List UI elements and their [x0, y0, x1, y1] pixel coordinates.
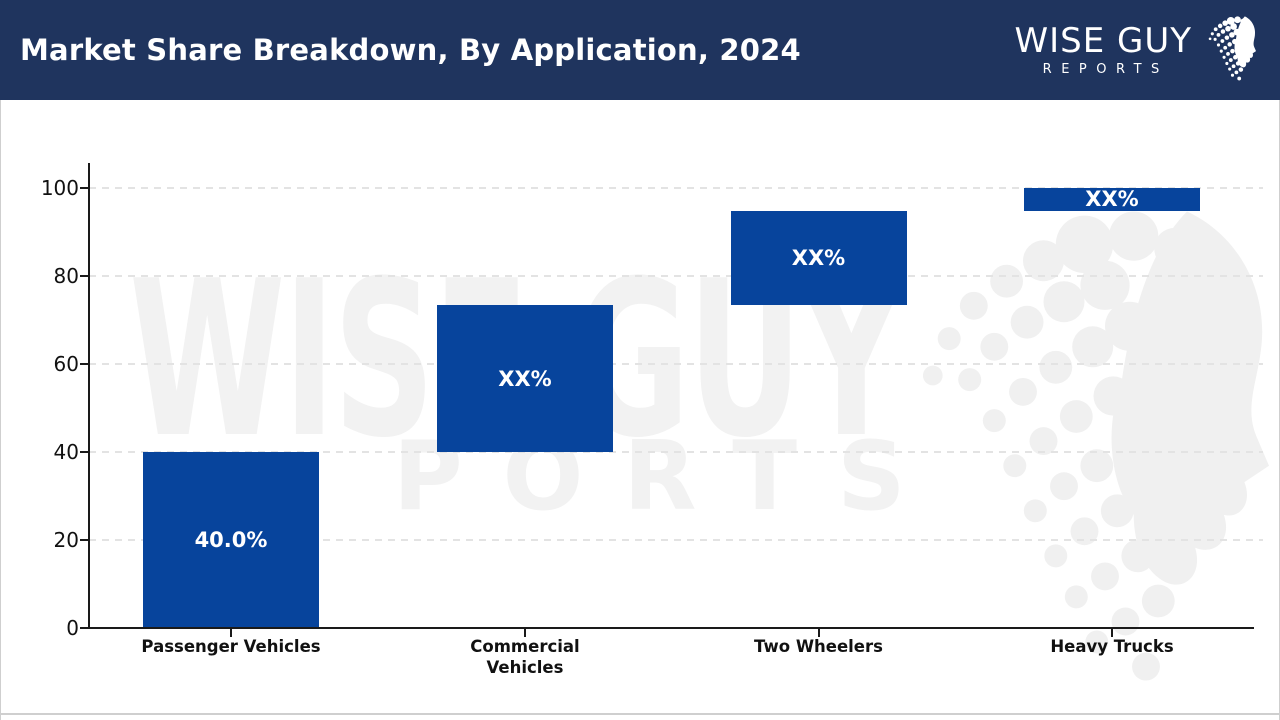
- bar-two-wheelers: XX%: [730, 210, 907, 306]
- y-tick-mark: [80, 187, 88, 189]
- y-tick-mark: [80, 627, 88, 629]
- x-tick-mark: [230, 629, 232, 637]
- gridline: [89, 187, 1263, 189]
- y-tick-label: 40: [53, 440, 79, 464]
- gridline: [89, 539, 1263, 541]
- x-axis-label-heavy-trucks: Heavy Trucks: [1050, 637, 1174, 656]
- header-bar: Market Share Breakdown, By Application, …: [0, 0, 1280, 100]
- brand-name: WISE GUY: [1014, 20, 1192, 61]
- x-tick-mark: [524, 629, 526, 637]
- y-axis-line: [88, 163, 90, 629]
- bar-commercial-vehicles: XX%: [437, 305, 613, 452]
- y-tick-label: 0: [66, 616, 79, 640]
- bar-value-label: XX%: [1085, 187, 1139, 212]
- bar-value-label: 40.0%: [194, 528, 268, 552]
- y-tick-label: 80: [53, 264, 79, 288]
- y-tick-mark: [80, 275, 88, 277]
- bar-value-label: XX%: [791, 245, 846, 270]
- brand-text: WISE GUY REPORTS: [1014, 24, 1192, 77]
- bar-passenger-vehicles: 40.0%: [143, 452, 319, 628]
- gridline: [89, 363, 1263, 365]
- plot-area: 0 20 40 60 80 100 40.0% Passenger Vehicles XX% Co…: [1, 100, 1279, 720]
- y-tick-mark: [80, 539, 88, 541]
- x-axis-label-two-wheelers: Two Wheelers: [754, 637, 883, 656]
- y-tick-mark: [80, 363, 88, 365]
- gridline: [89, 275, 1263, 277]
- x-tick-mark: [1111, 629, 1113, 637]
- frame-bottom-border: [1, 713, 1279, 715]
- page-title: Market Share Breakdown, By Application, …: [20, 33, 801, 67]
- brand-face-icon: [1200, 10, 1256, 90]
- chart-canvas: WISE GUY PORTS 0 20 40 60 80 100 40.0% Passenge…: [0, 100, 1280, 720]
- x-tick-mark: [817, 629, 820, 637]
- y-tick-label: 60: [53, 352, 79, 376]
- x-axis-line: [88, 627, 1254, 629]
- y-tick-label: 20: [53, 528, 79, 552]
- gridline: [89, 451, 1263, 453]
- x-axis-label-passenger-vehicles: Passenger Vehicles: [141, 637, 321, 656]
- brand-logo: WISE GUY REPORTS: [1014, 10, 1256, 90]
- bar-value-label: XX%: [498, 366, 552, 391]
- x-axis-label-commercial-vehicles: Commercial Vehicles: [470, 637, 580, 677]
- brand-subtitle: REPORTS: [1042, 61, 1169, 77]
- bar-heavy-trucks: XX%: [1024, 187, 1200, 212]
- y-tick-label: 100: [40, 176, 79, 200]
- y-tick-mark: [80, 451, 88, 453]
